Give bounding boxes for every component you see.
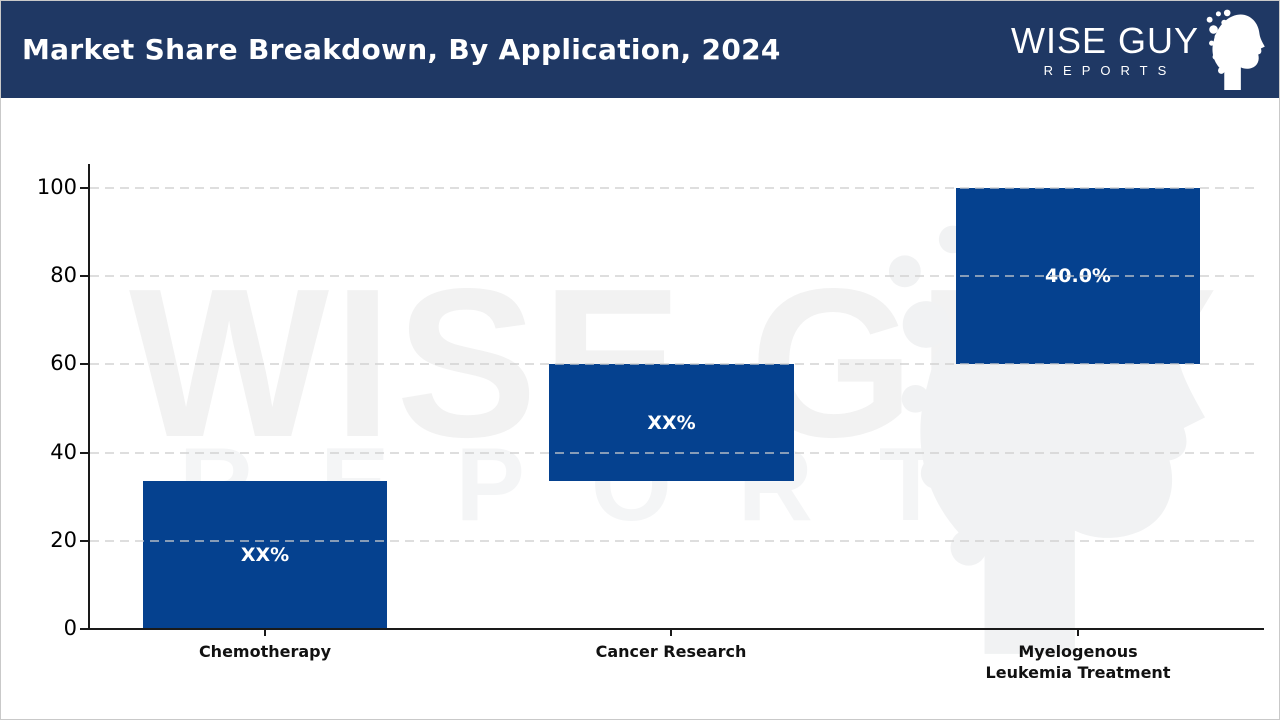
x-tick-label-line: Chemotherapy bbox=[198, 642, 332, 661]
y-tick-label-100: 100 bbox=[36, 175, 77, 199]
y-tick-label-20: 20 bbox=[50, 528, 77, 552]
y-tick-label-60: 60 bbox=[50, 351, 77, 375]
y-tick bbox=[80, 363, 88, 365]
y-tick-label-40: 40 bbox=[50, 440, 77, 464]
logo-wordmark: WISE GUY bbox=[1010, 20, 1199, 61]
y-tick bbox=[80, 275, 88, 277]
y-tick-label-0: 0 bbox=[63, 616, 77, 640]
logo-text: WISE GUY REPORTS bbox=[1010, 20, 1199, 79]
logo-subtitle: REPORTS bbox=[1043, 63, 1177, 78]
y-tick bbox=[80, 187, 88, 189]
y-tick bbox=[80, 628, 88, 630]
bar-cancer-research: XX% bbox=[549, 364, 794, 481]
x-axis-line bbox=[88, 628, 1264, 630]
header-bar: Market Share Breakdown, By Application, … bbox=[1, 1, 1279, 98]
y-tick bbox=[80, 452, 88, 454]
y-axis-line bbox=[88, 164, 90, 629]
y-tick bbox=[80, 540, 88, 542]
bar-value-label: XX% bbox=[647, 411, 696, 434]
gridline-40 bbox=[90, 452, 1254, 454]
gridline-20 bbox=[90, 540, 1254, 542]
bar-chemotherapy: XX% bbox=[143, 481, 387, 628]
x-tick bbox=[670, 630, 672, 636]
x-tick-label-chemotherapy: Chemotherapy bbox=[115, 641, 415, 662]
bar-value-label: XX% bbox=[240, 543, 290, 566]
logo-face-icon bbox=[1206, 9, 1265, 91]
gridline-80 bbox=[90, 275, 1254, 277]
wise-guy-reports-logo: WISE GUY REPORTS bbox=[1011, 7, 1267, 93]
page-title: Market Share Breakdown, By Application, … bbox=[22, 33, 781, 66]
gridline-60 bbox=[90, 363, 1254, 365]
x-tick-label-line: Cancer Research bbox=[595, 642, 747, 661]
gridline-100 bbox=[90, 187, 1254, 189]
x-tick-label-line: Leukemia Treatment bbox=[985, 663, 1171, 682]
x-tick-label-cancer-research: Cancer Research bbox=[521, 641, 821, 662]
x-tick bbox=[1077, 630, 1079, 636]
y-tick-label-80: 80 bbox=[50, 263, 77, 287]
x-tick-label-myelogenous-leukemia-treatment: Myelogenous Leukemia Treatment bbox=[928, 641, 1228, 683]
x-tick bbox=[264, 630, 266, 636]
x-tick-label-line: Myelogenous bbox=[1018, 642, 1138, 661]
